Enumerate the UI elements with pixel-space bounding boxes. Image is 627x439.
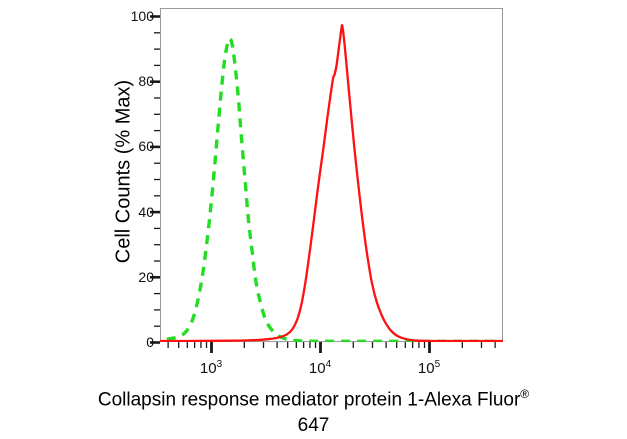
y-tick-label: 40 — [138, 203, 154, 220]
plot-area — [160, 8, 503, 342]
y-tick-label: 60 — [138, 138, 154, 155]
x-tick-label: 105 — [417, 359, 441, 377]
x-tick-label: 104 — [308, 359, 332, 377]
registered-mark: ® — [520, 387, 530, 401]
y-tick-label: 80 — [138, 73, 154, 90]
x-tick-label: 103 — [199, 359, 223, 377]
caption-line-1: Collapsin response mediator protein 1-Al… — [97, 389, 521, 411]
y-tick-label-wrap: 0 — [110, 335, 154, 349]
caption-line-2: 647 — [297, 415, 330, 437]
y-axis-title: Cell Counts (% Max) — [112, 79, 135, 264]
y-tick-label: 20 — [138, 268, 154, 285]
y-tick-label: 0 — [146, 334, 154, 350]
figure-caption: Collapsin response mediator protein 1-Al… — [0, 381, 627, 439]
